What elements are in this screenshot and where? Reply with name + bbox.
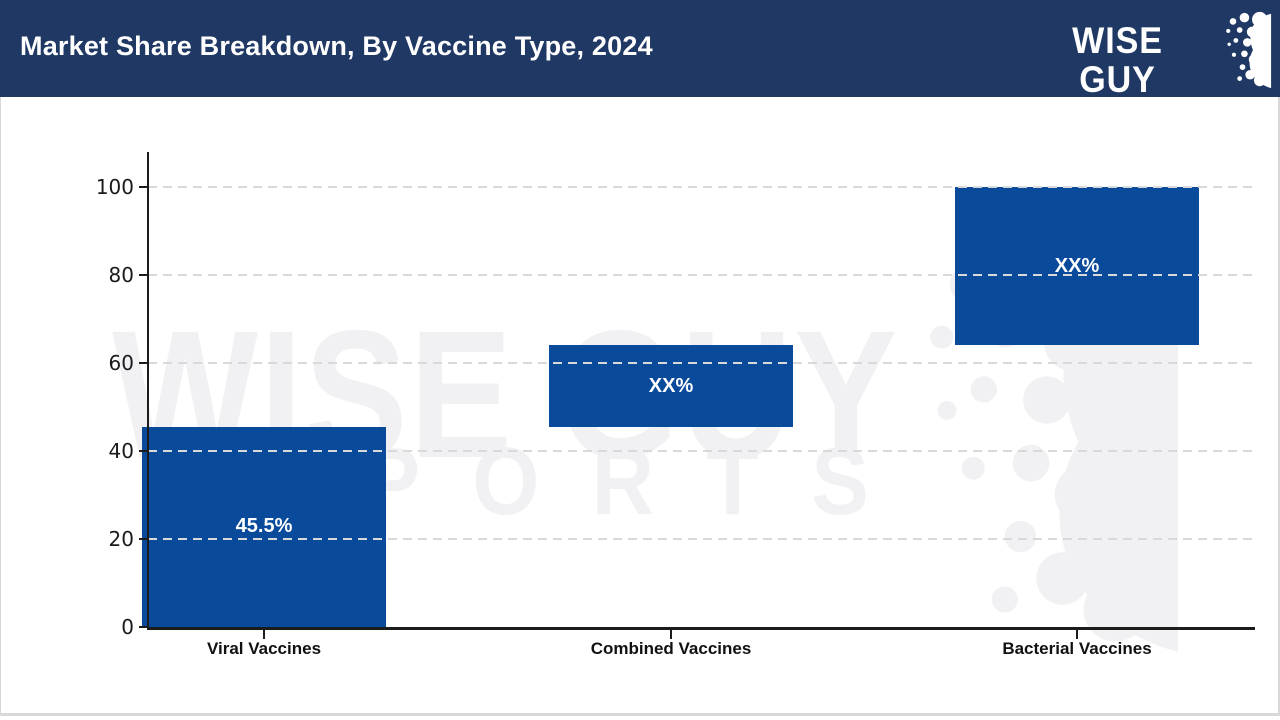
y-tick-label: 20 xyxy=(108,527,134,551)
y-gridline xyxy=(148,362,1255,364)
bar-bacterial-vaccines: XX% xyxy=(955,187,1199,346)
x-tick-mark xyxy=(1076,630,1078,639)
y-tick-mark xyxy=(139,186,148,188)
y-tick-label: 0 xyxy=(121,615,134,639)
y-tick-mark xyxy=(139,538,148,540)
wiseguy-logo-subtitle: REPORTS xyxy=(1041,101,1187,118)
x-tick-mark xyxy=(670,630,672,639)
y-tick-mark xyxy=(139,362,148,364)
y-tick-mark xyxy=(139,274,148,276)
y-tick-label: 60 xyxy=(108,351,134,375)
y-tick-label: 80 xyxy=(108,263,134,287)
chart-title: Market Share Breakdown, By Vaccine Type,… xyxy=(20,31,653,61)
y-axis-line xyxy=(147,152,149,629)
x-tick-mark xyxy=(263,630,265,639)
wiseguy-logo: WISE GUY REPORTS xyxy=(1016,8,1272,118)
bar-combined-vaccines: XX% xyxy=(549,345,793,427)
x-category-label: Bacterial Vaccines xyxy=(1002,639,1152,658)
y-gridline xyxy=(148,538,1255,540)
y-gridline xyxy=(148,450,1255,452)
wiseguy-logo-text: WISE GUY REPORTS xyxy=(1016,20,1204,118)
x-category-label: Viral Vaccines xyxy=(206,639,322,658)
y-gridline xyxy=(148,274,1255,276)
x-category-label: Combined Vaccines xyxy=(590,639,752,658)
bar-value-label: 45.5% xyxy=(235,515,293,538)
y-tick-mark xyxy=(139,450,148,452)
chart-frame xyxy=(0,97,1280,716)
wiseguy-logo-wordmark: WISE GUY xyxy=(1072,20,1163,100)
y-tick-label: 40 xyxy=(108,439,134,463)
y-tick-mark xyxy=(139,626,148,628)
bar-value-label: XX% xyxy=(648,374,694,397)
wiseguy-face-icon xyxy=(1226,11,1272,89)
y-gridline xyxy=(148,186,1255,188)
x-axis-line xyxy=(147,627,1255,630)
bar-viral-vaccines: 45.5% xyxy=(142,426,386,627)
header-band: Market Share Breakdown, By Vaccine Type,… xyxy=(0,0,1280,118)
y-tick-label: 100 xyxy=(95,175,134,199)
